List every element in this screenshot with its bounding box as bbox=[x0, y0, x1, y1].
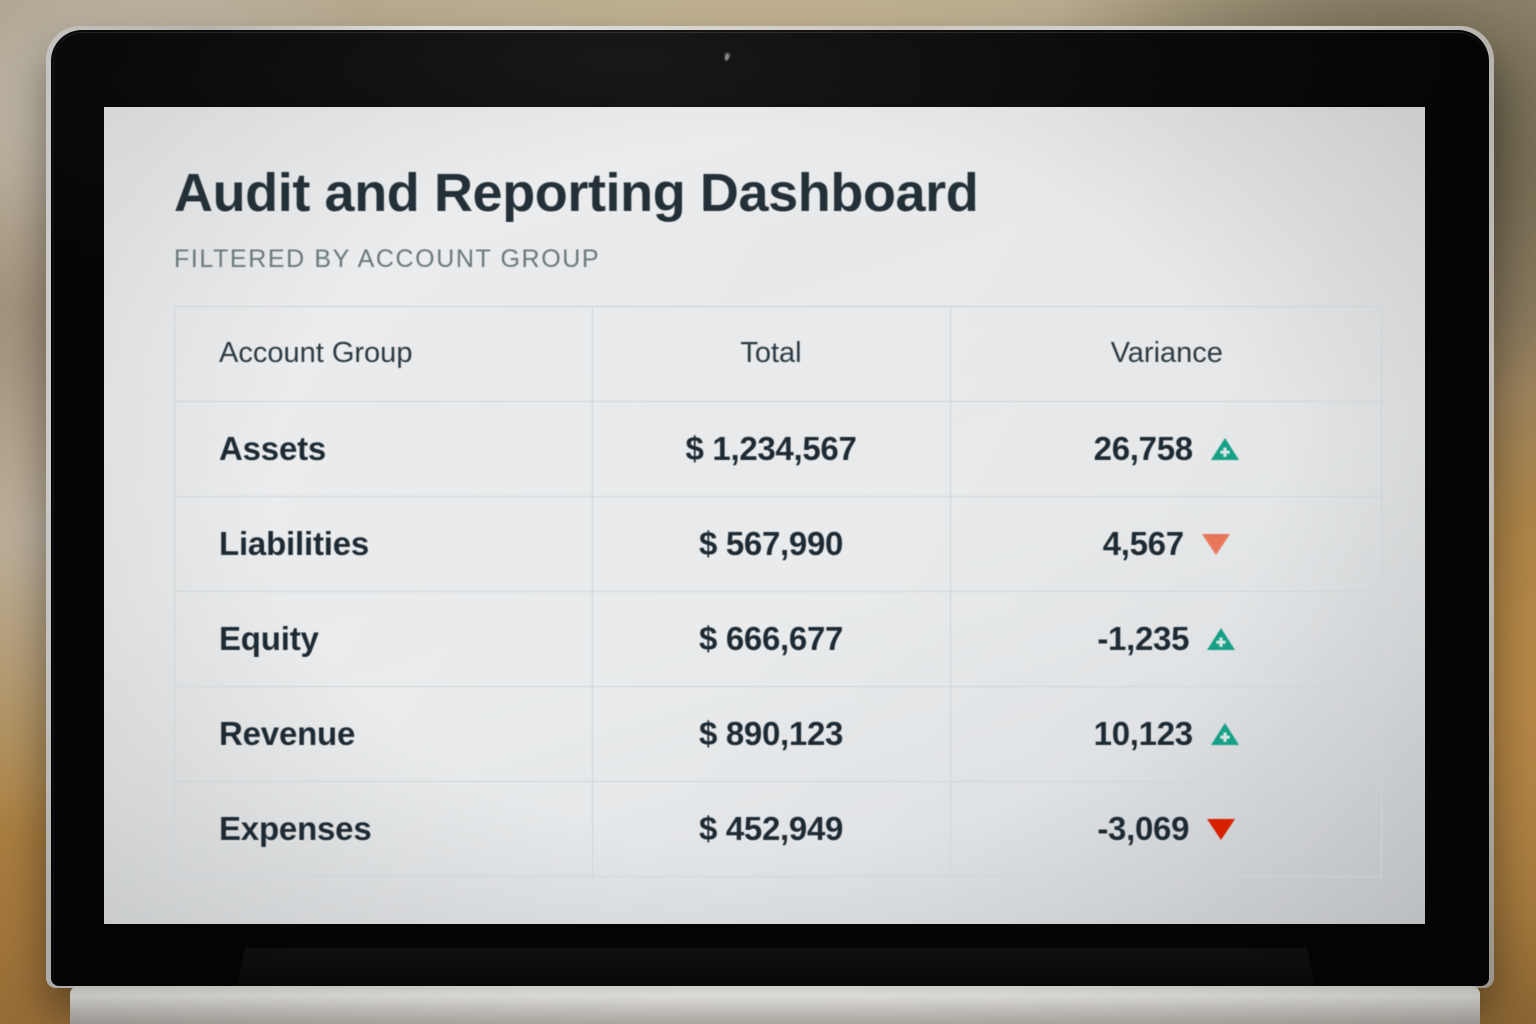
table-body: Assets $ 1,234,567 26,758 bbox=[175, 401, 1383, 877]
variance-value: 26,758 bbox=[1093, 429, 1193, 467]
triangle-down-icon bbox=[1207, 818, 1236, 840]
cell-account-group: Liabilities bbox=[175, 496, 593, 592]
page-subtitle: FILTERED BY ACCOUNT GROUP bbox=[174, 245, 601, 274]
triangle-up-icon bbox=[1210, 722, 1239, 745]
cell-variance: -1,235 bbox=[950, 591, 1383, 687]
cell-variance: -3,069 bbox=[950, 781, 1383, 877]
triangle-up-icon bbox=[1207, 627, 1236, 650]
cell-total: $ 567,990 bbox=[592, 496, 951, 592]
cell-variance: 10,123 bbox=[950, 686, 1383, 782]
variance-value: 4,567 bbox=[1102, 524, 1184, 562]
cell-account-group: Expenses bbox=[175, 781, 593, 877]
variance-value: 10,123 bbox=[1093, 714, 1193, 752]
table-row[interactable]: Revenue $ 890,123 10,123 bbox=[175, 686, 1383, 782]
triangle-up-icon bbox=[1210, 437, 1239, 460]
table-header-row: Account Group Total Variance bbox=[175, 307, 1383, 402]
table-row[interactable]: Equity $ 666,677 -1,235 bbox=[175, 591, 1383, 687]
cell-variance: 26,758 bbox=[950, 401, 1383, 497]
variance-value: -3,069 bbox=[1097, 809, 1190, 847]
cell-total: $ 452,949 bbox=[592, 781, 951, 877]
cell-account-group: Assets bbox=[175, 401, 593, 497]
column-header-total[interactable]: Total bbox=[592, 307, 951, 402]
cell-account-group: Revenue bbox=[175, 686, 593, 782]
table-row[interactable]: Assets $ 1,234,567 26,758 bbox=[175, 401, 1383, 497]
cell-variance: 4,567 bbox=[950, 496, 1383, 592]
laptop-screen: Audit and Reporting Dashboard FILTERED B… bbox=[104, 107, 1425, 924]
laptop-base bbox=[70, 986, 1480, 1024]
column-header-variance[interactable]: Variance bbox=[950, 307, 1383, 402]
table-row[interactable]: Expenses $ 452,949 -3,069 bbox=[175, 781, 1383, 877]
account-group-table: Account Group Total Variance Assets $ 1,… bbox=[174, 306, 1383, 877]
cell-account-group: Equity bbox=[175, 591, 593, 687]
table-row[interactable]: Liabilities $ 567,990 4,567 bbox=[175, 496, 1383, 592]
cell-total: $ 666,677 bbox=[592, 591, 951, 687]
column-header-account-group[interactable]: Account Group bbox=[175, 307, 593, 402]
variance-value: -1,235 bbox=[1097, 619, 1190, 657]
laptop-device: Audit and Reporting Dashboard FILTERED B… bbox=[46, 26, 1494, 998]
triangle-down-icon bbox=[1201, 533, 1230, 555]
cell-total: $ 890,123 bbox=[592, 686, 951, 782]
cell-total: $ 1,234,567 bbox=[592, 401, 951, 497]
page-title: Audit and Reporting Dashboard bbox=[174, 163, 979, 223]
